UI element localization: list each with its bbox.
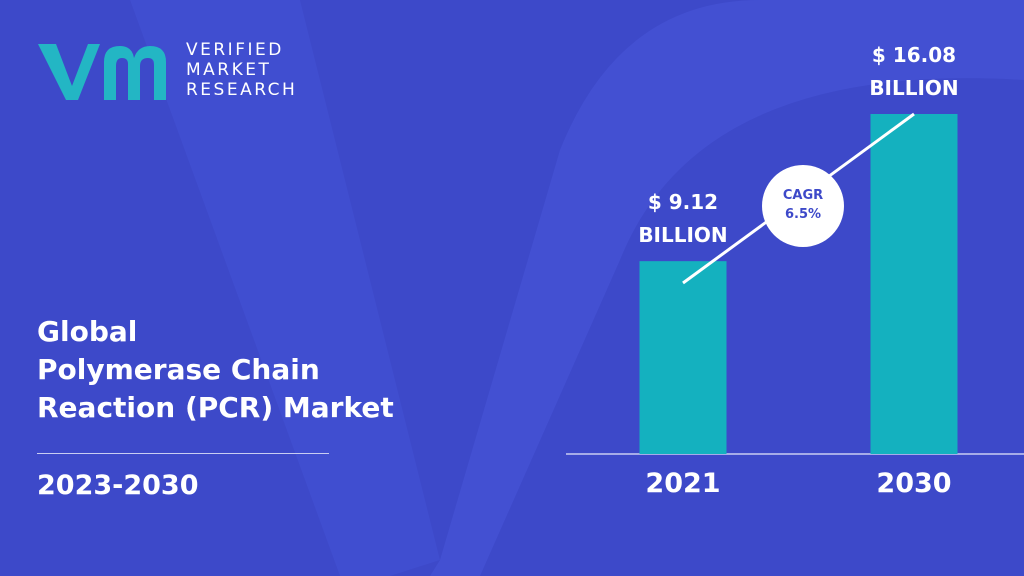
- brand-line-2: MARKET: [186, 60, 272, 80]
- value-label-2021-line-2: BILLION: [638, 223, 727, 247]
- forecast-period: 2023-2030: [37, 470, 199, 501]
- cagr-value: 6.5%: [785, 207, 821, 222]
- title-line-1: Global: [37, 315, 138, 348]
- brand-line-3: RESEARCH: [186, 80, 298, 100]
- title-line-3: Reaction (PCR) Market: [37, 391, 394, 424]
- bar-2021: [639, 261, 727, 454]
- vmr-logo-icon: [38, 44, 166, 100]
- brand-logo: VERIFIED MARKET RESEARCH: [34, 38, 324, 104]
- background-v-shape: [430, 0, 1024, 576]
- title-divider: [37, 453, 329, 454]
- report-title: Global Polymerase Chain Reaction (PCR) M…: [37, 313, 457, 427]
- category-label-2030: 2030: [876, 468, 951, 499]
- background-v-shape: [130, 0, 440, 576]
- cagr-label: CAGR: [783, 188, 823, 203]
- brand-line-1: VERIFIED: [186, 40, 284, 60]
- title-line-2: Polymerase Chain: [37, 353, 320, 386]
- category-label-2021: 2021: [645, 468, 720, 499]
- value-label-2030-line-1: $ 16.08: [872, 43, 956, 67]
- bar-2030: [870, 114, 958, 454]
- brand-name: VERIFIED MARKET RESEARCH: [186, 40, 297, 100]
- cagr-badge: [762, 165, 844, 247]
- value-label-2030-line-2: BILLION: [869, 76, 958, 100]
- value-label-2021-line-1: $ 9.12: [648, 190, 718, 214]
